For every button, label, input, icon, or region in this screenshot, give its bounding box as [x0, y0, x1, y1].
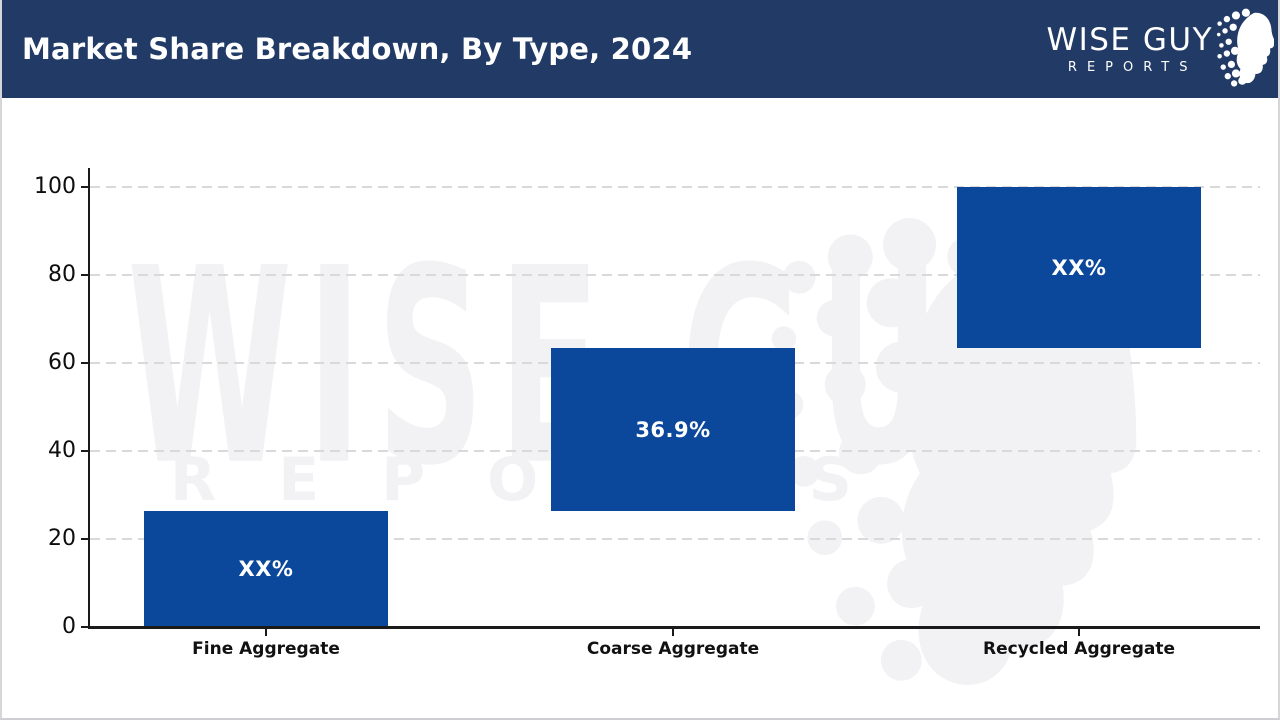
x-tick-mark	[1078, 629, 1080, 636]
bar-segment: 36.9%	[551, 348, 795, 511]
wise-guy-reports-logo: WISE GUY REPORTS	[1046, 7, 1274, 91]
plot-area: 0 20 40 60 80 100 XX% Fine Aggregate 36.9% Coarse…	[2, 98, 1278, 718]
y-tick-label: 40	[48, 438, 76, 463]
x-tick-mark	[265, 629, 267, 636]
bar-segment: XX%	[957, 187, 1201, 349]
y-tick-label: 60	[48, 350, 76, 375]
bar-value-label: 36.9%	[635, 417, 711, 442]
x-axis-line	[88, 626, 1260, 629]
x-axis-category-label: Fine Aggregate	[192, 639, 340, 659]
logo-face-icon	[1216, 8, 1274, 87]
gridline	[90, 538, 1260, 540]
y-tick-mark	[81, 626, 89, 628]
bar-value-label: XX%	[1051, 255, 1107, 280]
logo-wordmark-block: WISE GUY REPORTS	[1046, 21, 1213, 75]
y-tick-label: 80	[48, 262, 76, 287]
gridline	[90, 186, 1260, 188]
y-tick-mark	[81, 450, 89, 452]
bar-segment: XX%	[144, 510, 388, 627]
logo-subtitle: REPORTS	[1067, 59, 1198, 75]
y-tick-label: 20	[48, 526, 76, 551]
logo-wordmark: WISE GUY	[1046, 21, 1213, 58]
y-tick-mark	[81, 274, 89, 276]
header: Market Share Breakdown, By Type, 2024 WI…	[2, 0, 1278, 98]
x-axis-category-label: Coarse Aggregate	[586, 639, 760, 659]
y-axis-line	[88, 168, 90, 629]
chart-canvas: WISE GUY REPORTS 0 20 40 60 80 100 XX% Fine Agg…	[2, 98, 1278, 718]
page-title: Market Share Breakdown, By Type, 2024	[22, 32, 693, 66]
y-tick-mark	[81, 186, 89, 188]
y-tick-label: 100	[34, 174, 76, 199]
gridline	[90, 274, 1260, 276]
y-tick-mark	[81, 538, 89, 540]
y-tick-label: 0	[62, 614, 76, 639]
bar-value-label: XX%	[238, 556, 294, 581]
x-tick-mark	[672, 629, 674, 636]
y-tick-mark	[81, 362, 89, 364]
x-axis-category-label: Recycled Aggregate	[982, 639, 1176, 659]
